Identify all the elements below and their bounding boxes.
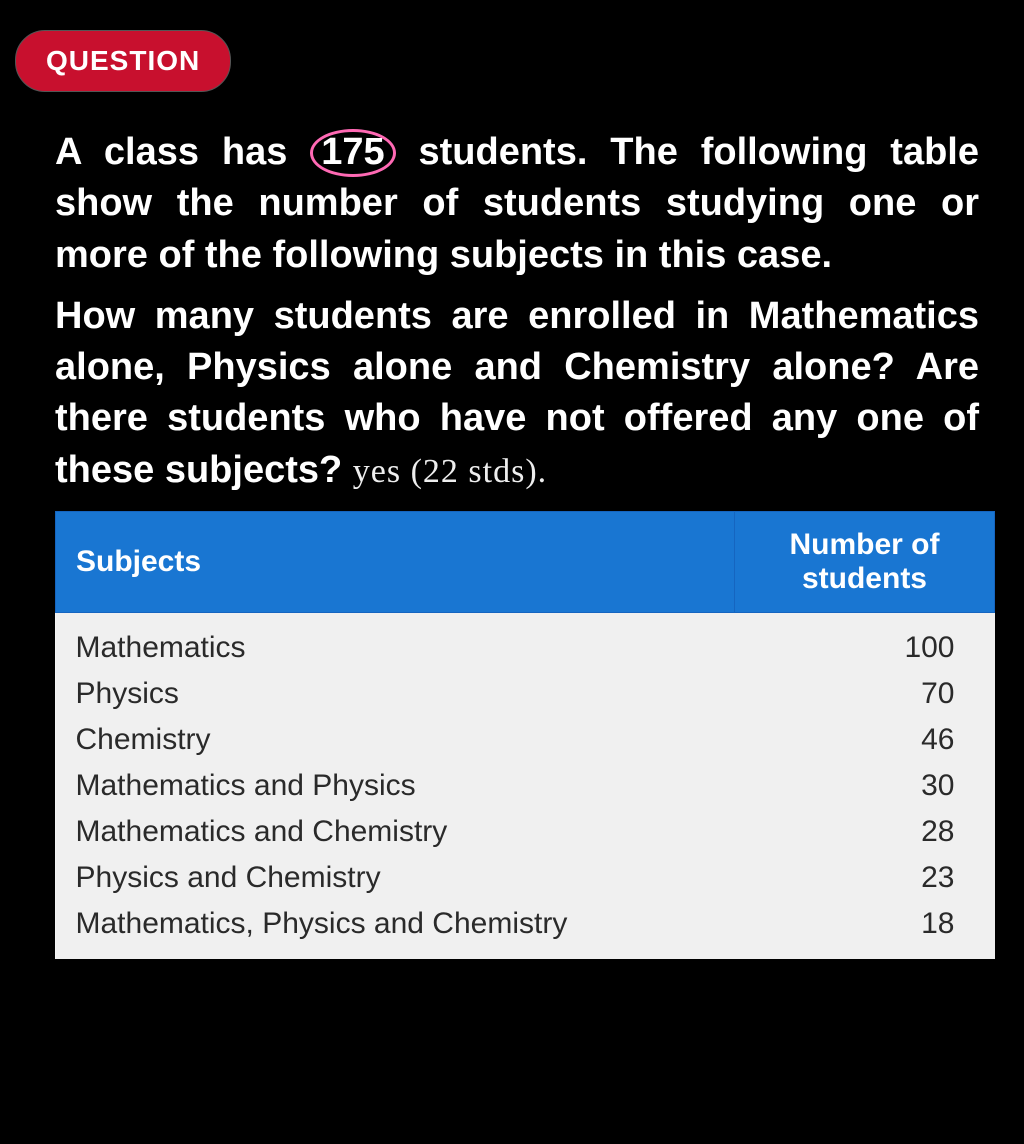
table-row: Mathematics 100 (56, 613, 995, 672)
subjects-table: Subjects Number of students Mathematics … (55, 511, 995, 959)
table-row: Physics and Chemistry 23 (56, 855, 995, 901)
question-paragraph-2: How many students are enrolled in Mathem… (25, 291, 999, 496)
cell-subject: Mathematics and Chemistry (56, 809, 735, 855)
table-row: Chemistry 46 (56, 717, 995, 763)
cell-count: 30 (735, 763, 995, 809)
cell-subject: Mathematics and Physics (56, 763, 735, 809)
cell-count: 100 (735, 613, 995, 672)
cell-subject: Physics (56, 671, 735, 717)
col-header-subjects: Subjects (56, 512, 735, 613)
table-header-row: Subjects Number of students (56, 512, 995, 613)
table-row: Mathematics, Physics and Chemistry 18 (56, 901, 995, 959)
cell-count: 28 (735, 809, 995, 855)
cell-subject: Chemistry (56, 717, 735, 763)
table-row: Mathematics and Physics 30 (56, 763, 995, 809)
cell-subject: Physics and Chemistry (56, 855, 735, 901)
question-badge: QUESTION (15, 30, 231, 92)
table-row: Mathematics and Chemistry 28 (56, 809, 995, 855)
cell-subject: Mathematics, Physics and Chemistry (56, 901, 735, 959)
cell-subject: Mathematics (56, 613, 735, 672)
col-header-count: Number of students (735, 512, 995, 613)
handwritten-note: yes (22 stds). (353, 453, 547, 490)
cell-count: 46 (735, 717, 995, 763)
circled-number: 175 (310, 129, 395, 177)
question-paragraph-1: A class has 175 students. The following … (25, 127, 999, 281)
cell-count: 23 (735, 855, 995, 901)
q-text-before: A class has (55, 131, 310, 173)
cell-count: 70 (735, 671, 995, 717)
cell-count: 18 (735, 901, 995, 959)
table-row: Physics 70 (56, 671, 995, 717)
